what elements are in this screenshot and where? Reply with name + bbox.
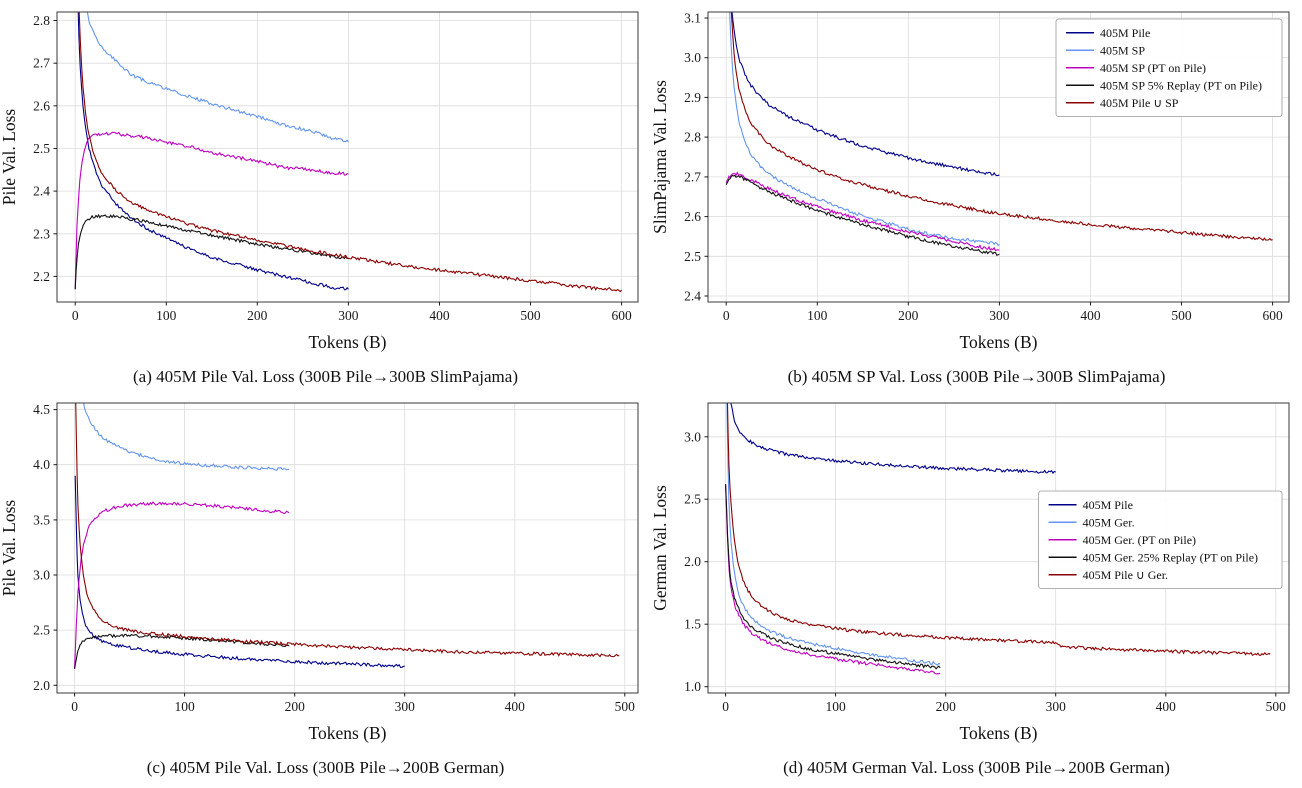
svg-text:1.5: 1.5 bbox=[684, 617, 701, 632]
svg-text:3.5: 3.5 bbox=[33, 512, 50, 527]
svg-text:SlimPajama Val. Loss: SlimPajama Val. Loss bbox=[651, 80, 670, 234]
svg-text:3.0: 3.0 bbox=[33, 568, 50, 583]
svg-text:2.8: 2.8 bbox=[33, 13, 50, 28]
svg-text:2.6: 2.6 bbox=[33, 98, 50, 113]
svg-text:200: 200 bbox=[898, 308, 919, 323]
svg-text:300: 300 bbox=[395, 699, 416, 714]
caption-b: (b) 405M SP Val. Loss (300B Pile→300B Sl… bbox=[787, 367, 1166, 386]
svg-text:2.8: 2.8 bbox=[684, 130, 701, 145]
svg-text:Tokens (B): Tokens (B) bbox=[309, 332, 387, 352]
svg-text:1.0: 1.0 bbox=[684, 679, 701, 694]
chart-german-val-loss-german: 0 100 200 300 400 500 1.0 1.5 2.0 2.5 3.0 Tokens (B… bbox=[651, 402, 1290, 743]
svg-text:2.4: 2.4 bbox=[33, 184, 50, 199]
svg-text:600: 600 bbox=[1262, 308, 1283, 323]
svg-text:0: 0 bbox=[72, 308, 79, 323]
svg-text:2.5: 2.5 bbox=[33, 623, 50, 638]
svg-text:500: 500 bbox=[1171, 308, 1192, 323]
svg-text:200: 200 bbox=[285, 699, 306, 714]
svg-text:2.0: 2.0 bbox=[684, 554, 701, 569]
caption-a: (a) 405M Pile Val. Loss (300B Pile→300B … bbox=[132, 367, 518, 386]
svg-text:0: 0 bbox=[722, 699, 729, 714]
svg-text:405M Pile: 405M Pile bbox=[1083, 498, 1133, 512]
svg-text:0: 0 bbox=[71, 699, 78, 714]
svg-text:400: 400 bbox=[505, 699, 526, 714]
svg-text:3.0: 3.0 bbox=[684, 50, 701, 65]
panel-c: 0 100 200 300 400 500 2.0 2.5 3.0 3.5 4.0 4.5 Tokens… bbox=[0, 395, 651, 778]
panel-b: 0 100 200 300 400 500 600 2.4 2.5 2.6 2.7 2.8 2.9 3.0… bbox=[651, 4, 1302, 387]
svg-text:2.2: 2.2 bbox=[33, 269, 50, 284]
svg-text:Pile Val. Loss: Pile Val. Loss bbox=[0, 109, 19, 206]
svg-text:100: 100 bbox=[174, 699, 195, 714]
svg-text:3.1: 3.1 bbox=[684, 11, 701, 26]
caption-c: (c) 405M Pile Val. Loss (300B Pile→200B … bbox=[146, 758, 505, 777]
svg-text:300: 300 bbox=[338, 308, 359, 323]
svg-text:2.6: 2.6 bbox=[684, 209, 701, 224]
panel-d: 0 100 200 300 400 500 1.0 1.5 2.0 2.5 3.0 Tokens (B… bbox=[651, 395, 1302, 778]
svg-text:500: 500 bbox=[615, 699, 636, 714]
svg-text:Pile Val. Loss: Pile Val. Loss bbox=[0, 500, 19, 597]
svg-text:2.7: 2.7 bbox=[684, 169, 701, 184]
svg-text:2.4: 2.4 bbox=[684, 289, 701, 304]
caption-d: (d) 405M German Val. Loss (300B Pile→200… bbox=[783, 758, 1170, 777]
svg-text:Tokens (B): Tokens (B) bbox=[309, 723, 387, 743]
svg-text:405M Pile ∪ Ger.: 405M Pile ∪ Ger. bbox=[1083, 568, 1168, 582]
svg-text:Tokens (B): Tokens (B) bbox=[960, 723, 1038, 743]
svg-text:405M Ger.: 405M Ger. bbox=[1083, 515, 1135, 529]
svg-text:300: 300 bbox=[989, 308, 1010, 323]
svg-text:400: 400 bbox=[429, 308, 450, 323]
svg-text:2.9: 2.9 bbox=[684, 90, 701, 105]
svg-text:405M SP: 405M SP bbox=[1100, 43, 1145, 57]
chart-pile-val-loss-german: 0 100 200 300 400 500 2.0 2.5 3.0 3.5 4.0 4.5 Tokens… bbox=[0, 402, 639, 743]
svg-text:200: 200 bbox=[247, 308, 268, 323]
svg-text:405M Ger. (PT on Pile): 405M Ger. (PT on Pile) bbox=[1083, 533, 1196, 547]
svg-text:4.5: 4.5 bbox=[33, 402, 50, 417]
svg-text:405M SP 5% Replay (PT on Pile): 405M SP 5% Replay (PT on Pile) bbox=[1100, 78, 1262, 92]
svg-text:400: 400 bbox=[1080, 308, 1101, 323]
panel-a: 0 100 200 300 400 500 600 2.2 2.3 2.4 2.5 2.6 2.7 2.8… bbox=[0, 4, 651, 387]
svg-text:100: 100 bbox=[156, 308, 177, 323]
svg-text:200: 200 bbox=[936, 699, 957, 714]
chart-sp-val-loss-slimpajama: 0 100 200 300 400 500 600 2.4 2.5 2.6 2.7 2.8 2.9 3.0… bbox=[651, 11, 1290, 352]
svg-text:2.5: 2.5 bbox=[33, 141, 50, 156]
svg-text:2.7: 2.7 bbox=[33, 56, 50, 71]
svg-text:100: 100 bbox=[825, 699, 846, 714]
svg-text:2.3: 2.3 bbox=[33, 226, 50, 241]
svg-text:405M SP (PT on Pile): 405M SP (PT on Pile) bbox=[1100, 61, 1206, 75]
svg-text:300: 300 bbox=[1046, 699, 1067, 714]
svg-text:4.0: 4.0 bbox=[33, 457, 50, 472]
svg-text:405M Pile ∪ SP: 405M Pile ∪ SP bbox=[1100, 96, 1179, 110]
svg-text:German Val. Loss: German Val. Loss bbox=[651, 485, 670, 611]
svg-text:3.0: 3.0 bbox=[684, 429, 701, 444]
svg-text:405M Ger. 25% Replay (PT on Pi: 405M Ger. 25% Replay (PT on Pile) bbox=[1083, 550, 1258, 564]
svg-text:2.5: 2.5 bbox=[684, 249, 701, 264]
svg-text:500: 500 bbox=[520, 308, 541, 323]
svg-text:100: 100 bbox=[807, 308, 828, 323]
chart-pile-val-loss-slimpajama: 0 100 200 300 400 500 600 2.2 2.3 2.4 2.5 2.6 2.7 2.8… bbox=[0, 11, 639, 352]
svg-text:2.0: 2.0 bbox=[33, 678, 50, 693]
svg-text:405M Pile: 405M Pile bbox=[1100, 26, 1150, 40]
svg-text:400: 400 bbox=[1156, 699, 1177, 714]
svg-text:0: 0 bbox=[723, 308, 730, 323]
svg-text:Tokens (B): Tokens (B) bbox=[960, 332, 1038, 352]
svg-text:500: 500 bbox=[1266, 699, 1287, 714]
svg-text:2.5: 2.5 bbox=[684, 492, 701, 507]
svg-text:600: 600 bbox=[611, 308, 632, 323]
